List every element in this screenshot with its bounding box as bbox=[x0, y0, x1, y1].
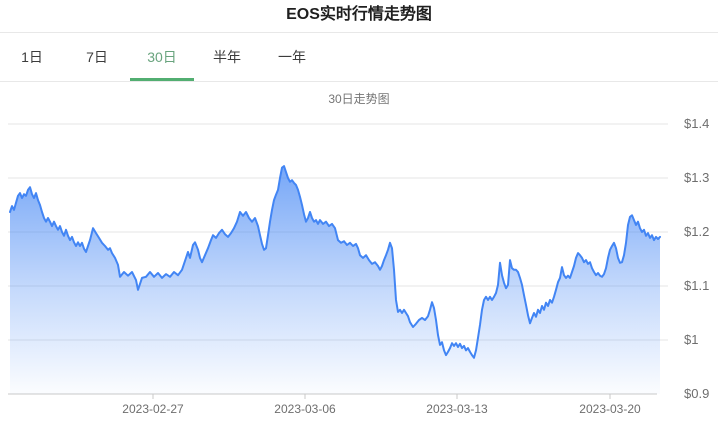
y-axis-label: $1.2 bbox=[684, 224, 710, 239]
period-tab-bar: 1日 7日 30日 半年 一年 bbox=[0, 32, 718, 82]
tab-period-3[interactable]: 半年 bbox=[213, 49, 241, 65]
y-axis-label: $1.1 bbox=[684, 278, 710, 293]
y-axis-label: $1.4 bbox=[684, 116, 710, 131]
price-line bbox=[9, 165, 661, 359]
x-axis-label: 2023-03-06 bbox=[274, 402, 336, 416]
axis-ticks bbox=[152, 394, 611, 399]
tab-period-2[interactable]: 30日 bbox=[130, 33, 194, 81]
y-axis-label: $0.9 bbox=[684, 386, 710, 401]
x-axis-label: 2023-02-27 bbox=[122, 402, 184, 416]
tab-period-4[interactable]: 一年 bbox=[278, 49, 306, 65]
chart-subtitle: 30日走势图 bbox=[328, 92, 390, 106]
x-axis-label: 2023-03-13 bbox=[426, 402, 488, 416]
page-title: EOS实时行情走势图 bbox=[286, 6, 432, 23]
tab-period-1[interactable]: 7日 bbox=[86, 49, 108, 65]
tab-period-0[interactable]: 1日 bbox=[21, 49, 43, 65]
y-axis-label: $1.3 bbox=[684, 170, 710, 185]
area-fill bbox=[10, 166, 660, 394]
y-axis-label: $1 bbox=[684, 332, 699, 347]
x-axis-label: 2023-03-20 bbox=[579, 402, 641, 416]
